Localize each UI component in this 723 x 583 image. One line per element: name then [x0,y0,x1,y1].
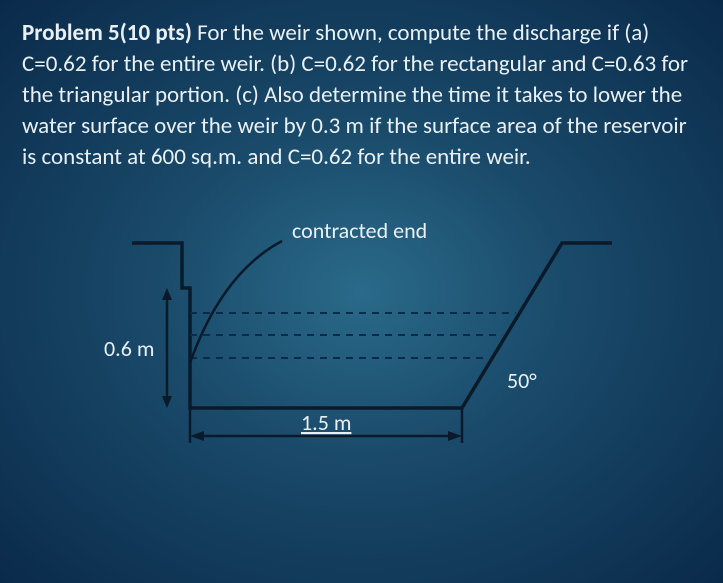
height-arrow-top [162,288,172,300]
problem-heading: Problem 5(10 pts) [22,19,192,47]
weir-figure: contracted end 0.6 m 1.5 m 50° [82,203,642,483]
weir-outline [132,243,612,408]
contracted-end-label: contracted end [292,217,427,244]
base-label: 1.5 m [301,409,351,436]
base-arrow-left [190,431,204,441]
base-arrow-right [448,431,462,441]
height-arrow-bot [162,396,172,408]
height-label: 0.6 m [104,335,154,362]
contracted-end-leader [190,241,282,363]
problem-statement: Problem 5(10 pts) For the weir shown, co… [22,18,701,173]
angle-label: 50° [507,367,537,394]
